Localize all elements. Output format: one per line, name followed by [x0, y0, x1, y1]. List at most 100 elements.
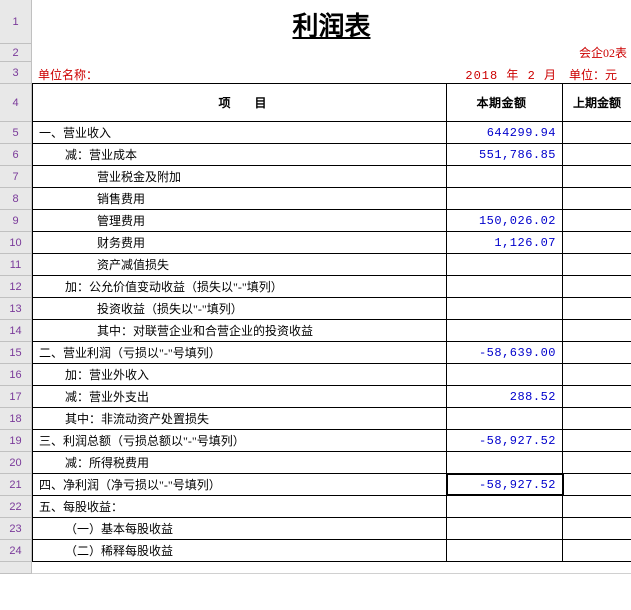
item-label[interactable]: 加：公允价值变动收益（损失以"-"填列） — [32, 276, 447, 297]
current-amount-cell[interactable] — [447, 320, 563, 341]
grid-area: 利润表 会企02表 单位名称： 2018 年 2 月 单位：元 项目 本期金额 … — [32, 0, 631, 574]
item-label[interactable]: 管理费用 — [32, 210, 447, 231]
table-row: 五、每股收益： — [32, 496, 631, 518]
prior-amount-cell[interactable] — [563, 144, 631, 165]
current-amount-cell[interactable] — [447, 452, 563, 473]
current-amount-cell[interactable]: -58,927.52 — [447, 474, 563, 495]
row-header[interactable]: 23 — [0, 518, 31, 540]
current-amount-cell[interactable] — [447, 298, 563, 319]
row-header[interactable]: 18 — [0, 408, 31, 430]
row-header[interactable]: 19 — [0, 430, 31, 452]
current-amount-cell[interactable] — [447, 188, 563, 209]
prior-amount-cell[interactable] — [563, 408, 631, 429]
table-row: 减：营业外支出288.52 — [32, 386, 631, 408]
row-header[interactable]: 9 — [0, 210, 31, 232]
prior-amount-cell[interactable] — [563, 518, 631, 539]
prior-amount-cell[interactable] — [563, 188, 631, 209]
prior-amount-cell[interactable] — [563, 496, 631, 517]
prior-amount-cell[interactable] — [563, 210, 631, 231]
header-current: 本期金额 — [447, 84, 563, 121]
row-header[interactable]: 16 — [0, 364, 31, 386]
current-amount-cell[interactable] — [447, 276, 563, 297]
item-label[interactable]: 减：所得税费用 — [32, 452, 447, 473]
item-label[interactable]: 加：营业外收入 — [32, 364, 447, 385]
spacer-row — [32, 44, 631, 62]
row-header[interactable]: 14 — [0, 320, 31, 342]
table-row: 加：营业外收入 — [32, 364, 631, 386]
current-amount-cell[interactable]: 551,786.85 — [447, 144, 563, 165]
item-label[interactable]: 四、净利润（净亏损以"-"号填列） — [32, 474, 447, 495]
table-row: 减：营业成本551,786.85 — [32, 144, 631, 166]
item-label[interactable]: 二、营业利润（亏损以"-"号填列） — [32, 342, 447, 363]
row-header-gutter: 123456789101112131415161718192021222324 — [0, 0, 32, 574]
row-header[interactable]: 22 — [0, 496, 31, 518]
table-row: 加：公允价值变动收益（损失以"-"填列） — [32, 276, 631, 298]
item-label[interactable]: 其中：非流动资产处置损失 — [32, 408, 447, 429]
row-header[interactable]: 11 — [0, 254, 31, 276]
row-header[interactable]: 10 — [0, 232, 31, 254]
prior-amount-cell[interactable] — [563, 540, 631, 561]
item-label[interactable]: （一）基本每股收益 — [32, 518, 447, 539]
prior-amount-cell[interactable] — [563, 430, 631, 451]
header-prior: 上期金额 — [563, 84, 631, 121]
current-amount-cell[interactable] — [447, 254, 563, 275]
prior-amount-cell[interactable] — [563, 364, 631, 385]
current-amount-cell[interactable]: 1,126.07 — [447, 232, 563, 253]
item-label[interactable]: 三、利润总额（亏损总额以"-"号填列） — [32, 430, 447, 451]
item-label[interactable]: 其中：对联营企业和合营企业的投资收益 — [32, 320, 447, 341]
row-header[interactable]: 4 — [0, 84, 31, 122]
row-header[interactable]: 15 — [0, 342, 31, 364]
item-label[interactable]: 资产减值损失 — [32, 254, 447, 275]
row-header[interactable]: 5 — [0, 122, 31, 144]
prior-amount-cell[interactable] — [563, 122, 631, 143]
current-amount-cell[interactable] — [447, 166, 563, 187]
current-amount-cell[interactable] — [447, 496, 563, 517]
prior-amount-cell[interactable] — [563, 166, 631, 187]
item-label[interactable]: 五、每股收益： — [32, 496, 447, 517]
row-header[interactable]: 3 — [0, 62, 31, 84]
item-label[interactable]: 财务费用 — [32, 232, 447, 253]
item-label[interactable]: （二）稀释每股收益 — [32, 540, 447, 561]
prior-amount-cell[interactable] — [563, 232, 631, 253]
current-amount-cell[interactable] — [447, 518, 563, 539]
row-header[interactable]: 6 — [0, 144, 31, 166]
current-amount-cell[interactable]: 644299.94 — [447, 122, 563, 143]
row-header[interactable]: 24 — [0, 540, 31, 562]
current-amount-cell[interactable] — [447, 364, 563, 385]
item-label[interactable]: 投资收益（损失以"-"填列） — [32, 298, 447, 319]
item-label[interactable]: 一、营业收入 — [32, 122, 447, 143]
table-row: 其中：非流动资产处置损失 — [32, 408, 631, 430]
row-header[interactable]: 17 — [0, 386, 31, 408]
prior-amount-cell[interactable] — [563, 254, 631, 275]
prior-amount-cell[interactable] — [563, 298, 631, 319]
table-row: 财务费用1,126.07 — [32, 232, 631, 254]
current-amount-cell[interactable]: -58,927.52 — [447, 430, 563, 451]
current-amount-cell[interactable]: 288.52 — [447, 386, 563, 407]
prior-amount-cell[interactable] — [563, 342, 631, 363]
report-date: 2018 年 2 月 — [447, 62, 563, 83]
row-header[interactable]: 20 — [0, 452, 31, 474]
row-header[interactable]: 1 — [0, 0, 31, 44]
trailing-row — [32, 562, 631, 574]
row-header[interactable]: 8 — [0, 188, 31, 210]
current-amount-cell[interactable]: -58,639.00 — [447, 342, 563, 363]
table-row: 其中：对联营企业和合营企业的投资收益 — [32, 320, 631, 342]
row-header[interactable]: 13 — [0, 298, 31, 320]
row-header[interactable]: 2 — [0, 44, 31, 62]
item-label[interactable]: 减：营业成本 — [32, 144, 447, 165]
item-label[interactable]: 减：营业外支出 — [32, 386, 447, 407]
current-amount-cell[interactable] — [447, 540, 563, 561]
row-header[interactable]: 12 — [0, 276, 31, 298]
prior-amount-cell[interactable] — [563, 386, 631, 407]
row-header[interactable]: 7 — [0, 166, 31, 188]
table-row: 减：所得税费用 — [32, 452, 631, 474]
prior-amount-cell[interactable] — [563, 320, 631, 341]
item-label[interactable]: 销售费用 — [32, 188, 447, 209]
prior-amount-cell[interactable] — [563, 276, 631, 297]
current-amount-cell[interactable]: 150,026.02 — [447, 210, 563, 231]
row-header[interactable]: 21 — [0, 474, 31, 496]
item-label[interactable]: 营业税金及附加 — [32, 166, 447, 187]
prior-amount-cell[interactable] — [563, 452, 631, 473]
prior-amount-cell[interactable] — [563, 474, 631, 495]
current-amount-cell[interactable] — [447, 408, 563, 429]
